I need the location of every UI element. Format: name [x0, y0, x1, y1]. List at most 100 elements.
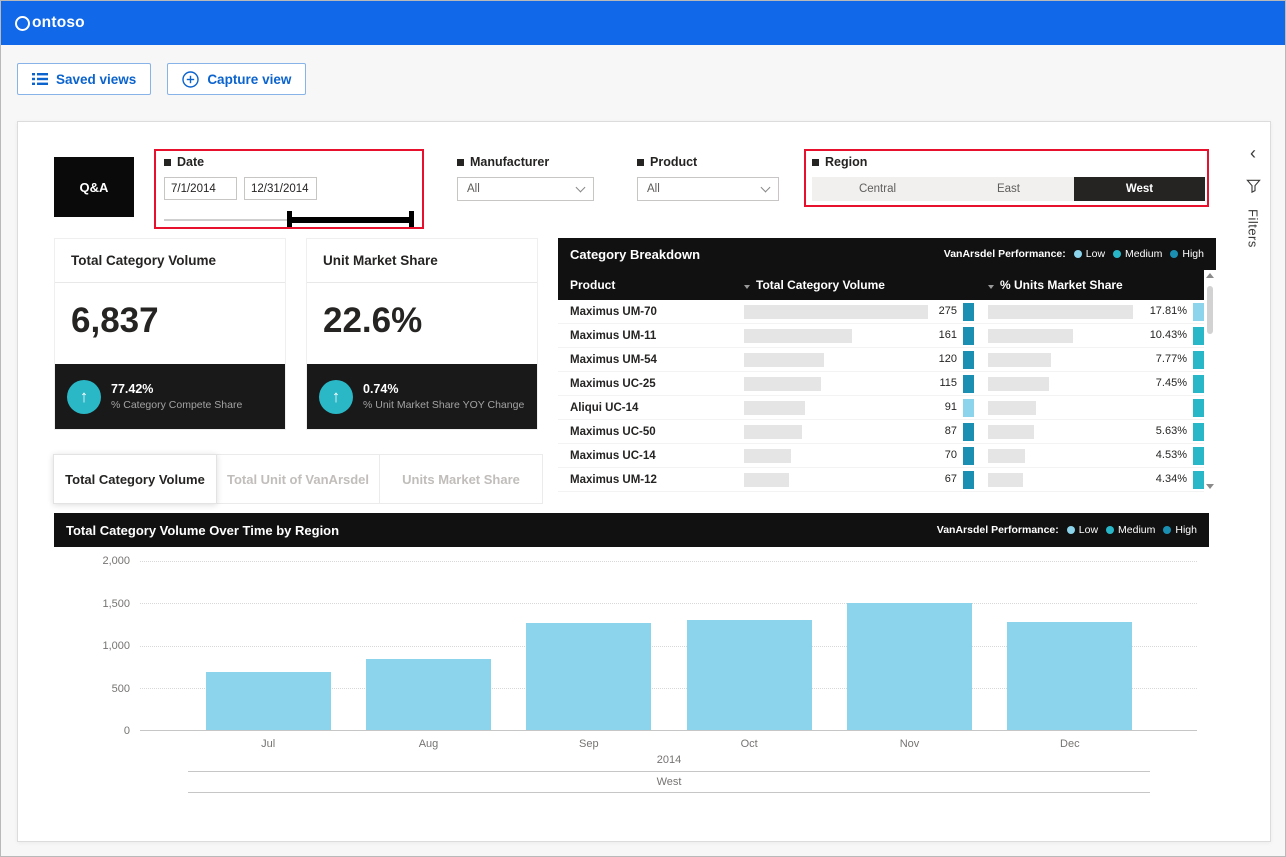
y-axis-tick-label: 2,000 — [102, 555, 130, 567]
column-header-share[interactable]: % Units Market Share — [988, 278, 1204, 292]
scroll-thumb[interactable] — [1207, 286, 1213, 334]
date-start-input[interactable] — [164, 177, 237, 200]
date-slicer-header[interactable]: Date — [164, 155, 414, 169]
performance-chip — [1193, 422, 1204, 441]
bar-aug[interactable] — [365, 659, 492, 730]
tab-total-category-volume[interactable]: Total Category Volume — [53, 454, 217, 504]
table-row[interactable]: Aliqui UC-14 91 — [558, 396, 1204, 420]
scroll-down-icon[interactable] — [1206, 484, 1214, 489]
bar-nov[interactable] — [846, 603, 972, 730]
value-bar — [988, 328, 1073, 343]
product-selected-value: All — [647, 183, 660, 195]
region-slicer-label: Region — [825, 155, 868, 169]
legend-item-low: Low — [1073, 248, 1106, 260]
value-bar — [744, 472, 789, 487]
bar-slot — [188, 561, 348, 730]
slider-handle-end[interactable] — [409, 211, 414, 228]
manufacturer-slicer-header[interactable]: Manufacturer — [457, 155, 594, 169]
performance-chip — [1193, 374, 1204, 393]
bar-dec[interactable] — [1007, 621, 1133, 730]
product-name: Maximus UM-70 — [570, 305, 657, 318]
value-label: 275 — [938, 304, 957, 317]
kpi-footer: 77.42% % Category Compete Share — [55, 364, 285, 429]
product-slicer: Product All — [637, 155, 779, 201]
volume-cell: 87 — [744, 422, 974, 441]
tab-total-unit-of-vanarsdel[interactable]: Total Unit of VanArsdel — [216, 454, 380, 504]
legend-items: Low Medium High — [1066, 524, 1197, 536]
breakdown-title: Category Breakdown — [570, 246, 701, 262]
manufacturer-dropdown[interactable]: All — [457, 177, 594, 201]
contoso-logo[interactable]: ontoso — [15, 14, 85, 32]
x-axis-tick-label: Nov — [899, 738, 920, 750]
x-axis-year-label: 2014 — [656, 754, 682, 766]
bar-sep[interactable] — [526, 622, 652, 730]
slider-selected-range[interactable] — [289, 217, 412, 223]
value-label: 4.34% — [1155, 472, 1187, 485]
value-bar — [744, 448, 791, 463]
category-breakdown-panel: Category Breakdown VanArsdel Performance… — [558, 238, 1216, 492]
value-label: 115 — [939, 376, 957, 389]
chart-plot-area: 0 500 1,000 1,500 2,000 — [54, 547, 1209, 737]
value-bar — [988, 424, 1034, 439]
qna-button[interactable]: Q&A — [54, 157, 134, 217]
table-row[interactable]: Maximus UM-11 161 10.43% — [558, 324, 1204, 348]
legend-item-low: Low — [1066, 524, 1098, 536]
performance-chip — [1193, 326, 1204, 345]
saved-views-list-icon — [32, 73, 48, 85]
tabs-row: Total Category Volume Total Unit of VanAr… — [53, 454, 543, 504]
bar-oct[interactable] — [686, 620, 812, 730]
value-bar — [988, 304, 1133, 319]
date-end-input[interactable] — [244, 177, 317, 200]
value-label: 67 — [944, 472, 957, 485]
column-header-product[interactable]: Product — [570, 278, 616, 292]
product-slicer-header[interactable]: Product — [637, 155, 779, 169]
legend-dot-icon — [1163, 526, 1172, 534]
region-option-west[interactable]: West — [1074, 177, 1205, 201]
date-range-slider[interactable] — [164, 211, 414, 229]
volume-cell: 91 — [744, 398, 974, 417]
table-row[interactable]: Maximus UM-70 275 17.81% — [558, 300, 1204, 324]
kpi-value: 22.6% — [323, 301, 423, 340]
value-label: 10.43% — [1149, 328, 1187, 341]
performance-chip — [963, 398, 974, 417]
gridline — [140, 687, 1197, 689]
expand-filters-chevron-icon[interactable] — [1250, 144, 1256, 162]
slider-handle-start[interactable] — [287, 211, 292, 228]
table-row[interactable]: Maximus UC-25 115 7.45% — [558, 372, 1204, 396]
scroll-up-icon[interactable] — [1206, 273, 1214, 278]
view-toolbar: Saved views Capture view — [17, 63, 1285, 95]
region-option-east[interactable]: East — [996, 183, 1020, 195]
kpi-delta: 77.42% — [111, 382, 154, 396]
table-row[interactable]: Maximus UM-12 67 4.34% — [558, 468, 1204, 492]
share-cell: 17.81% — [988, 302, 1204, 321]
legend-item-label: Low — [1085, 248, 1106, 260]
up-arrow-icon — [67, 379, 101, 414]
kpi-card-unit-market-share: Unit Market Share 22.6% 0.74% % Unit Mar… — [306, 238, 538, 430]
bar-jul[interactable] — [205, 671, 331, 730]
capture-view-button[interactable]: Capture view — [167, 63, 307, 95]
date-inputs — [164, 177, 414, 200]
table-row[interactable]: Maximus UC-14 70 4.53% — [558, 444, 1204, 468]
saved-views-button[interactable]: Saved views — [17, 63, 152, 95]
volume-cell: 120 — [744, 350, 974, 369]
product-name: Maximus UM-11 — [570, 329, 657, 342]
legend-item-label: High — [1175, 524, 1197, 536]
table-row[interactable]: Maximus UM-54 120 7.77% — [558, 348, 1204, 372]
tab-units-market-share[interactable]: Units Market Share — [379, 454, 543, 504]
product-dropdown[interactable]: All — [637, 177, 779, 201]
region-slicer-header[interactable]: Region — [812, 155, 1205, 169]
breakdown-scrollbar[interactable] — [1204, 270, 1216, 492]
app-header: ontoso — [1, 1, 1285, 45]
table-row[interactable]: Maximus UC-50 87 5.63% — [558, 420, 1204, 444]
value-bar — [744, 424, 803, 439]
filter-funnel-icon[interactable] — [1245, 178, 1261, 194]
region-option-central[interactable]: Central — [858, 183, 897, 195]
kpi-footer: 0.74% % Unit Market Share YOY Change — [307, 364, 537, 429]
product-name: Maximus UC-50 — [570, 425, 656, 438]
value-label: 70 — [944, 448, 957, 461]
share-cell: 7.77% — [988, 350, 1204, 369]
column-header-volume[interactable]: Total Category Volume — [744, 278, 974, 292]
bar-slot — [509, 561, 669, 730]
share-cell: 4.53% — [988, 446, 1204, 465]
